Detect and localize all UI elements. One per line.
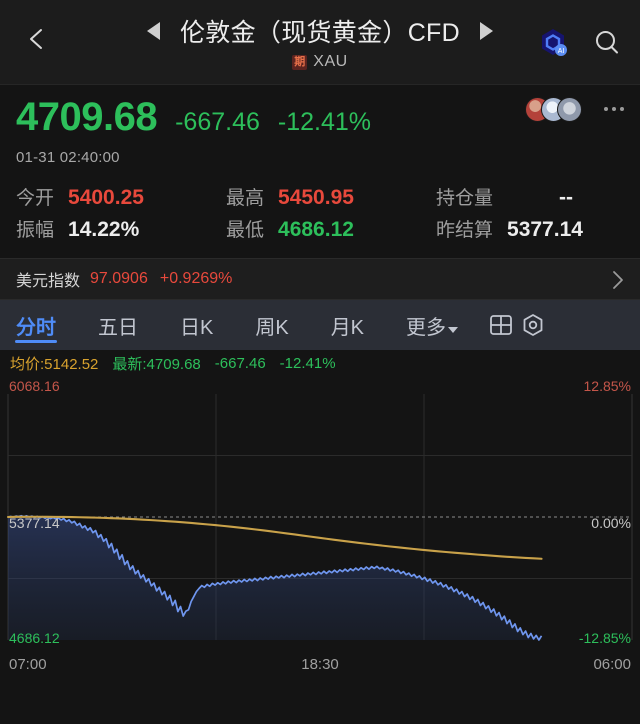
- tab-more[interactable]: 更多: [404, 300, 460, 350]
- stat-value: 5377.14: [507, 217, 583, 241]
- dollar-index-change: +0.9269%: [159, 270, 233, 287]
- stats-row: 振幅 14.22% 最低 4686.12 昨结算 5377.14: [16, 212, 624, 244]
- x-axis: 07:00 18:30 06:00: [0, 656, 640, 678]
- tab-label: 五日: [98, 316, 138, 339]
- svg-text:AI: AI: [558, 48, 565, 55]
- stat-value: 5400.25: [68, 185, 144, 209]
- stats-grid: 今开 5400.25 最高 5450.95 持仓量 -- 振幅 14.22% 最…: [0, 180, 640, 244]
- contract-type-badge: 期: [292, 54, 308, 70]
- symbol-title-block: 伦敦金（现货黄金）CFD 期 XAU: [147, 13, 493, 71]
- triangle-right-icon[interactable]: [479, 22, 493, 40]
- chart-canvas: [6, 394, 633, 641]
- stat-value: --: [559, 185, 574, 209]
- chart-period-tabs: 分时 五日 日K 周K 月K 更多: [0, 300, 640, 350]
- tab-label: 日K: [180, 316, 214, 339]
- back-button[interactable]: [26, 28, 48, 50]
- stat-prev-settlement: 昨结算 5377.14: [436, 215, 624, 242]
- triangle-left-icon[interactable]: [147, 22, 160, 40]
- tab-label: 周K: [255, 316, 289, 339]
- intraday-chart[interactable]: 6068.16 12.85% 5377.14 0.00% 4686.12 -12…: [0, 376, 640, 686]
- stat-high: 最高 5450.95: [226, 183, 436, 210]
- price-change-percent: -12.41%: [277, 108, 372, 136]
- stat-open: 今开 5400.25: [16, 183, 226, 210]
- ai-assistant-icon[interactable]: AI: [536, 26, 570, 60]
- tab-five-day[interactable]: 五日: [96, 300, 140, 350]
- stat-value: 5450.95: [278, 185, 354, 209]
- dollar-index-bar[interactable]: 美元指数 97.0906 +0.9269%: [0, 258, 640, 300]
- quote-timestamp: 01-31 02:40:00: [16, 149, 120, 166]
- legend-change-percent: -12.41%: [279, 354, 336, 372]
- dollar-index-value: 97.0906: [90, 270, 148, 287]
- more-dots-icon[interactable]: [604, 107, 624, 111]
- hex-settings-icon[interactable]: [520, 312, 546, 338]
- x-axis-tick-mid: 18:30: [301, 656, 339, 673]
- x-axis-tick-start: 07:00: [9, 656, 47, 673]
- app-header: 伦敦金（现货黄金）CFD 期 XAU AI: [0, 0, 640, 85]
- dollar-index-label: 美元指数: [16, 273, 81, 290]
- stat-label: 振幅: [16, 219, 55, 241]
- price-section: 4709.68 -667.46 -12.41% 01-31 02:40:00: [0, 85, 640, 166]
- tab-label: 月K: [330, 316, 365, 339]
- last-price: 4709.68: [16, 95, 158, 139]
- stat-label: 持仓量: [436, 187, 494, 209]
- stats-row: 今开 5400.25 最高 5450.95 持仓量 --: [16, 180, 624, 212]
- chart-legend: 均价:5142.52 最新:4709.68 -667.46 -12.41%: [0, 350, 640, 376]
- x-axis-tick-end: 06:00: [593, 656, 631, 673]
- symbol-code: XAU: [313, 53, 348, 70]
- search-icon[interactable]: [592, 28, 622, 58]
- avatar: [557, 97, 582, 122]
- legend-change: -667.46: [214, 354, 266, 372]
- avatar-group[interactable]: [525, 97, 582, 122]
- grid-layout-icon[interactable]: [488, 312, 514, 338]
- stat-low: 最低 4686.12: [226, 215, 436, 242]
- stat-label: 最高: [226, 187, 265, 209]
- stat-open-interest: 持仓量 --: [436, 183, 624, 210]
- tab-daily-k[interactable]: 日K: [178, 300, 215, 350]
- stat-amplitude: 振幅 14.22%: [16, 215, 226, 242]
- stat-label: 今开: [16, 187, 55, 209]
- stat-value: 4686.12: [278, 217, 354, 241]
- page-title: 伦敦金（现货黄金）CFD: [180, 19, 460, 47]
- tab-intraday[interactable]: 分时: [14, 300, 58, 350]
- stat-value: 14.22%: [68, 217, 140, 241]
- caret-down-icon: [448, 326, 459, 333]
- chevron-right-icon[interactable]: [612, 270, 624, 295]
- stat-label: 最低: [226, 219, 265, 241]
- tab-monthly-k[interactable]: 月K: [329, 300, 366, 350]
- tab-more-label: 更多: [406, 316, 447, 339]
- stat-label: 昨结算: [436, 219, 494, 241]
- price-change: -667.46: [175, 108, 260, 136]
- tab-weekly-k[interactable]: 周K: [253, 300, 290, 350]
- legend-last: 最新:4709.68: [112, 355, 201, 373]
- legend-average: 均价:5142.52: [10, 355, 99, 373]
- tab-label: 分时: [16, 316, 56, 339]
